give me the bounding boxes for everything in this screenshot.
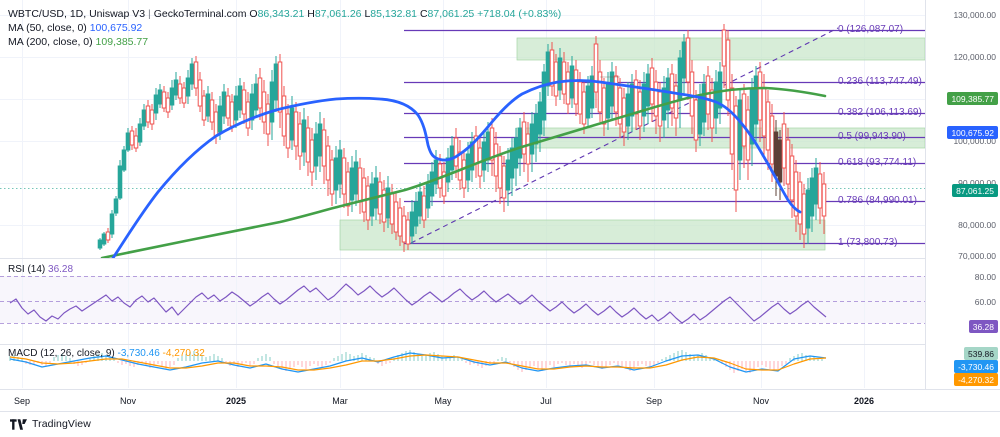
rsi-title-row[interactable]: RSI (14) 36.28 — [8, 264, 73, 275]
axis-tick-130000: 130,000.00 — [953, 10, 996, 20]
macd-line-tag[interactable]: -3,730.46 — [954, 360, 998, 373]
price-pane[interactable] — [0, 0, 925, 258]
candlestick-series — [97, 24, 827, 252]
rsi-pane[interactable] — [0, 259, 925, 344]
time-label-may: May — [434, 396, 452, 406]
axis-tick-80000: 80,000.00 — [958, 220, 996, 230]
time-label-nov-1: Nov — [119, 396, 137, 406]
last-price-tag[interactable]: 87,061.25 — [952, 184, 998, 197]
trendline — [410, 27, 839, 244]
rsi-value-tag[interactable]: 36.28 — [968, 320, 998, 333]
bottom-bar: TradingView — [0, 411, 1000, 437]
tradingview-wordmark: TradingView — [32, 418, 91, 430]
price-scale[interactable]: 130,000.00 120,000.00 110,000.00 100,000… — [925, 0, 1000, 389]
time-label-sep-1: Sep — [13, 396, 31, 406]
rsi-line — [9, 283, 827, 324]
macd-title-value: -3,730.46 — [117, 348, 160, 359]
rsi-label: RSI (14) — [8, 264, 46, 275]
time-label-sep-2: Sep — [645, 396, 663, 406]
macd-label: MACD (12, 26, close, 9) — [8, 348, 115, 359]
macd-chart-svg — [9, 345, 865, 388]
macd-pane[interactable] — [0, 345, 925, 388]
axis-tick-70000: 70,000.00 — [958, 251, 996, 261]
macd-signal-tag[interactable]: -4,270.32 — [954, 373, 998, 386]
ma50-price-tag[interactable]: 100,675.92 — [947, 126, 998, 139]
axis-tick-90000: 90,000.00 — [958, 178, 996, 188]
axis-tick-100000: 100,000.00 — [953, 136, 996, 146]
price-rsi-separator — [0, 258, 925, 259]
rsi-bands — [0, 276, 925, 324]
ma50-line — [111, 79, 802, 258]
rsi-chart-svg — [0, 259, 925, 344]
macd-signal-line — [9, 354, 827, 371]
time-label-2025: 2025 — [225, 396, 247, 406]
ma200-line — [100, 86, 827, 258]
tradingview-mark-icon — [10, 418, 27, 430]
time-label-mar: Mar — [332, 396, 348, 406]
macd-title-row[interactable]: MACD (12, 26, close, 9) -3,730.46 -4,270… — [8, 348, 205, 359]
macd-signal-title-value: -4,270.32 — [162, 348, 205, 359]
rsi-title-value: 36.28 — [48, 264, 74, 275]
rsi-macd-separator — [0, 344, 925, 345]
ma200-price-tag[interactable]: 109,385.77 — [947, 92, 998, 105]
macd-line — [9, 352, 827, 373]
time-scale[interactable]: Sep Nov 2025 Mar May Jul Sep Nov 2026 — [0, 389, 1000, 411]
tradingview-logo[interactable]: TradingView — [10, 418, 91, 430]
rsi-tick-60: 60.00 — [974, 297, 996, 307]
axis-tick-120000: 120,000.00 — [953, 52, 996, 62]
time-label-nov-2: Nov — [752, 396, 770, 406]
time-label-2026: 2026 — [853, 396, 875, 406]
highlight-zones — [339, 37, 925, 251]
rsi-tick-80: 80.00 — [974, 272, 996, 282]
price-chart-svg — [0, 0, 925, 258]
time-label-jul: Jul — [540, 396, 552, 406]
macd-hist-tag[interactable]: 539.86 — [964, 347, 998, 360]
